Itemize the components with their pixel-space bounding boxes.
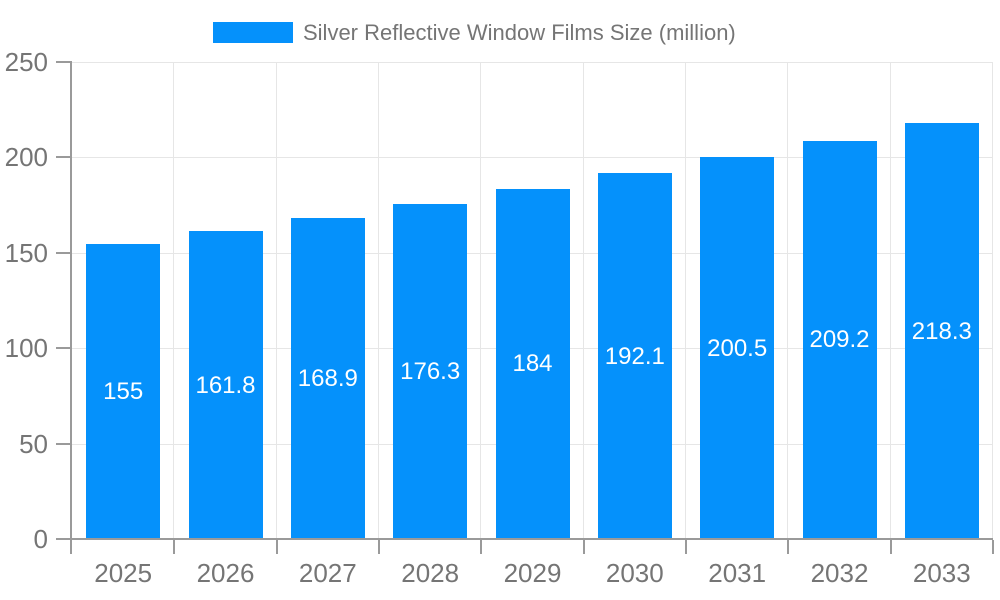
y-axis-tick-label: 100 bbox=[4, 333, 48, 364]
bar-value-label: 209.2 bbox=[809, 326, 870, 354]
bar-2033[interactable]: 218.3 bbox=[904, 123, 979, 540]
gridline-vertical bbox=[787, 63, 789, 540]
plot-area: 155 161.8 168.9 176.3 184 192.1 200.5 209.2 218.… bbox=[72, 62, 993, 540]
bar-value-label: 218.3 bbox=[911, 317, 972, 345]
x-axis-tick-label: 2026 bbox=[196, 558, 255, 588]
x-axis-tick-label: 2030 bbox=[605, 558, 664, 588]
gridline-vertical bbox=[480, 63, 482, 540]
bar-value-label: 184 bbox=[512, 350, 553, 378]
gridline-vertical bbox=[992, 63, 993, 540]
x-axis-tick-label: 2032 bbox=[810, 558, 869, 588]
bar-2026[interactable]: 161.8 bbox=[188, 231, 263, 540]
gridline-vertical bbox=[378, 63, 379, 540]
legend-swatch-icon bbox=[213, 22, 293, 43]
x-axis-tick bbox=[685, 540, 687, 554]
gridline-vertical bbox=[685, 63, 686, 540]
gridline-horizontal bbox=[72, 157, 993, 159]
x-axis-line bbox=[70, 538, 993, 540]
x-axis-tick bbox=[582, 540, 585, 554]
x-axis-tick-label: 2027 bbox=[298, 558, 357, 588]
bar-2030[interactable]: 192.1 bbox=[597, 173, 672, 540]
bar-2025[interactable]: 155 bbox=[86, 244, 161, 540]
gridline-horizontal bbox=[72, 62, 993, 63]
x-axis-tick bbox=[378, 540, 380, 554]
gridline-vertical bbox=[582, 63, 584, 540]
legend-label: Silver Reflective Window Films Size (mil… bbox=[303, 20, 736, 45]
y-axis-tick bbox=[56, 442, 72, 445]
bar-2027[interactable]: 168.9 bbox=[290, 217, 365, 540]
x-axis-tick bbox=[992, 540, 994, 554]
y-axis-tick bbox=[56, 538, 72, 540]
bar-2029[interactable]: 184 bbox=[495, 188, 570, 540]
x-axis-tick-label: 2031 bbox=[708, 558, 767, 588]
y-axis-tick bbox=[56, 156, 72, 159]
x-axis-tick-label: 2025 bbox=[94, 558, 153, 588]
gridline-vertical bbox=[275, 63, 277, 540]
x-axis-tick bbox=[889, 540, 892, 554]
x-axis-tick-label: 2033 bbox=[912, 558, 971, 588]
y-axis-tick-label: 150 bbox=[4, 237, 48, 268]
x-axis-tick bbox=[275, 540, 278, 554]
bar-2032[interactable]: 209.2 bbox=[802, 140, 877, 540]
chart-legend[interactable]: Silver Reflective Window Films Size (mil… bbox=[213, 20, 736, 45]
bar-value-label: 161.8 bbox=[195, 371, 256, 399]
bar-value-label: 168.9 bbox=[297, 364, 358, 392]
x-axis-tick-label: 2028 bbox=[401, 558, 460, 588]
x-axis-tick bbox=[480, 540, 483, 554]
y-axis-tick-label: 50 bbox=[19, 428, 48, 459]
bar-2028[interactable]: 176.3 bbox=[393, 203, 468, 540]
y-axis-tick-label: 0 bbox=[33, 524, 48, 554]
bar-value-label: 200.5 bbox=[707, 334, 768, 362]
x-axis-tick bbox=[173, 540, 176, 554]
bar-2031[interactable]: 200.5 bbox=[700, 157, 775, 540]
y-axis-tick bbox=[56, 347, 72, 350]
y-axis-tick-label: 250 bbox=[4, 47, 48, 77]
y-axis-line bbox=[70, 63, 72, 554]
x-axis-tick-label: 2029 bbox=[503, 558, 562, 588]
gridline-vertical bbox=[889, 63, 891, 540]
x-axis-tick bbox=[787, 540, 790, 554]
bar-value-label: 192.1 bbox=[604, 342, 665, 370]
gridline-vertical bbox=[173, 63, 175, 540]
bar-value-label: 155 bbox=[103, 378, 144, 406]
bar-value-label: 176.3 bbox=[400, 357, 461, 385]
y-axis-tick bbox=[56, 251, 72, 254]
y-axis-tick bbox=[56, 61, 72, 63]
y-axis-tick-label: 200 bbox=[4, 142, 48, 173]
